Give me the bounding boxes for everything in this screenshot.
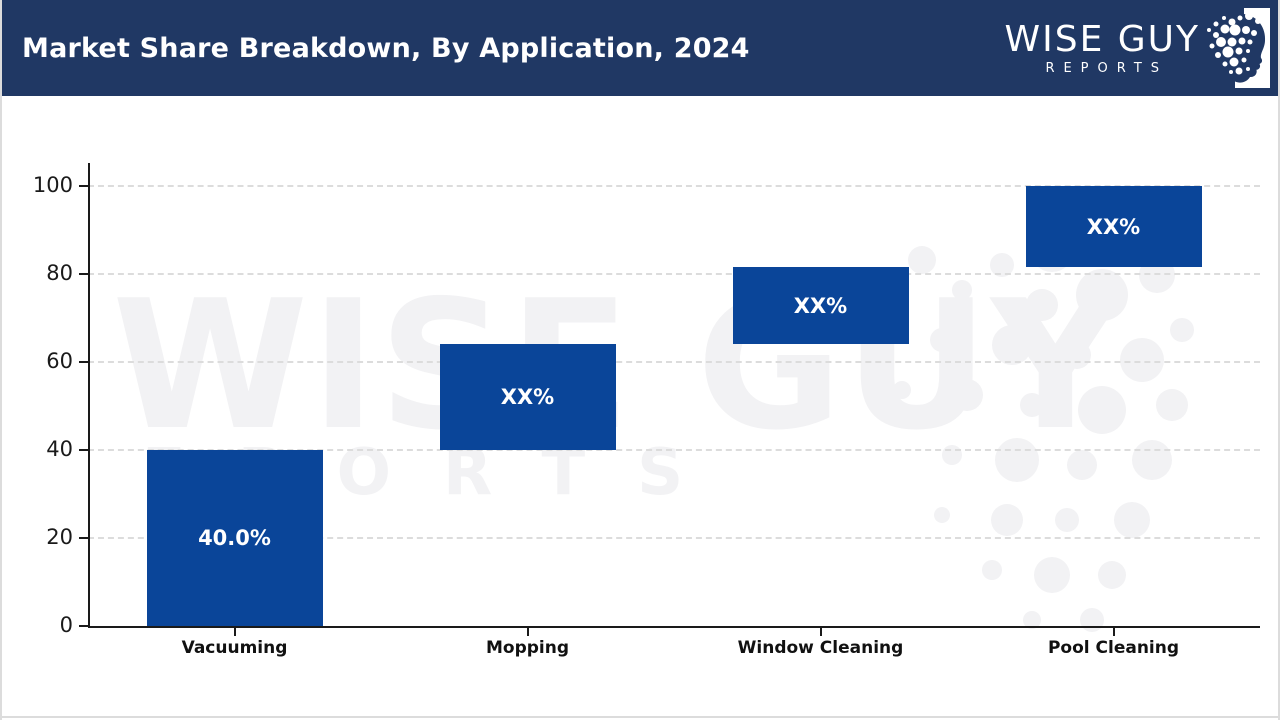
x-tick-mark — [1112, 628, 1115, 636]
y-tick-mark — [79, 185, 88, 187]
y-tick-label: 80 — [46, 261, 73, 285]
image-bottom-border — [2, 716, 1278, 718]
y-tick-label: 20 — [46, 525, 73, 549]
x-tick-mark — [526, 628, 529, 636]
bar-value-label: XX% — [1086, 214, 1141, 239]
watermark-wordmark: WISE GUY — [112, 262, 1122, 469]
x-tick-mark — [233, 628, 236, 636]
page-title: Market Share Breakdown, By Application, … — [22, 32, 750, 64]
y-tick-label: 60 — [46, 349, 73, 373]
bar-window-cleaning: XX% — [732, 267, 909, 345]
bar-mopping: XX% — [439, 344, 616, 450]
gridline-60 — [88, 361, 1260, 363]
x-tick-mark — [819, 628, 822, 636]
bar-pool-cleaning: XX% — [1025, 186, 1202, 268]
bar-value-label: XX% — [793, 293, 848, 318]
gridline-80 — [88, 273, 1260, 275]
y-tick-mark — [79, 361, 88, 363]
watermark-head-dots — [853, 228, 1194, 632]
bar-vacuuming: 40.0% — [146, 450, 323, 626]
logo-text: WISE GUY REPORTS — [1004, 18, 1201, 76]
y-axis-line — [88, 163, 90, 628]
gridline-100 — [88, 185, 1260, 187]
x-category-label: Mopping — [485, 638, 570, 658]
logo-wordmark: WISE GUY — [1004, 18, 1200, 60]
y-tick-mark — [79, 625, 88, 627]
wise-guy-logo: WISE GUY REPORTS — [1004, 8, 1270, 88]
gridline-40 — [88, 449, 1260, 451]
y-tick-mark — [79, 273, 88, 275]
header-bar: Market Share Breakdown, By Application, … — [2, 0, 1278, 96]
logo-subtitle: REPORTS — [1045, 60, 1169, 76]
y-tick-mark — [79, 449, 88, 451]
x-axis-line — [88, 626, 1260, 628]
y-tick-label: 100 — [32, 173, 73, 197]
x-category-label: Vacuuming — [181, 638, 288, 658]
gridline-20 — [88, 537, 1260, 539]
y-tick-label: 40 — [46, 437, 73, 461]
y-tick-mark — [79, 537, 88, 539]
y-tick-label: 0 — [59, 613, 73, 637]
bar-value-label: XX% — [500, 385, 555, 410]
x-category-label: Window Cleaning — [737, 638, 904, 658]
x-category-label: Pool Cleaning — [1047, 638, 1180, 658]
bar-value-label: 40.0% — [198, 526, 271, 550]
logo-head-icon — [1207, 8, 1270, 88]
